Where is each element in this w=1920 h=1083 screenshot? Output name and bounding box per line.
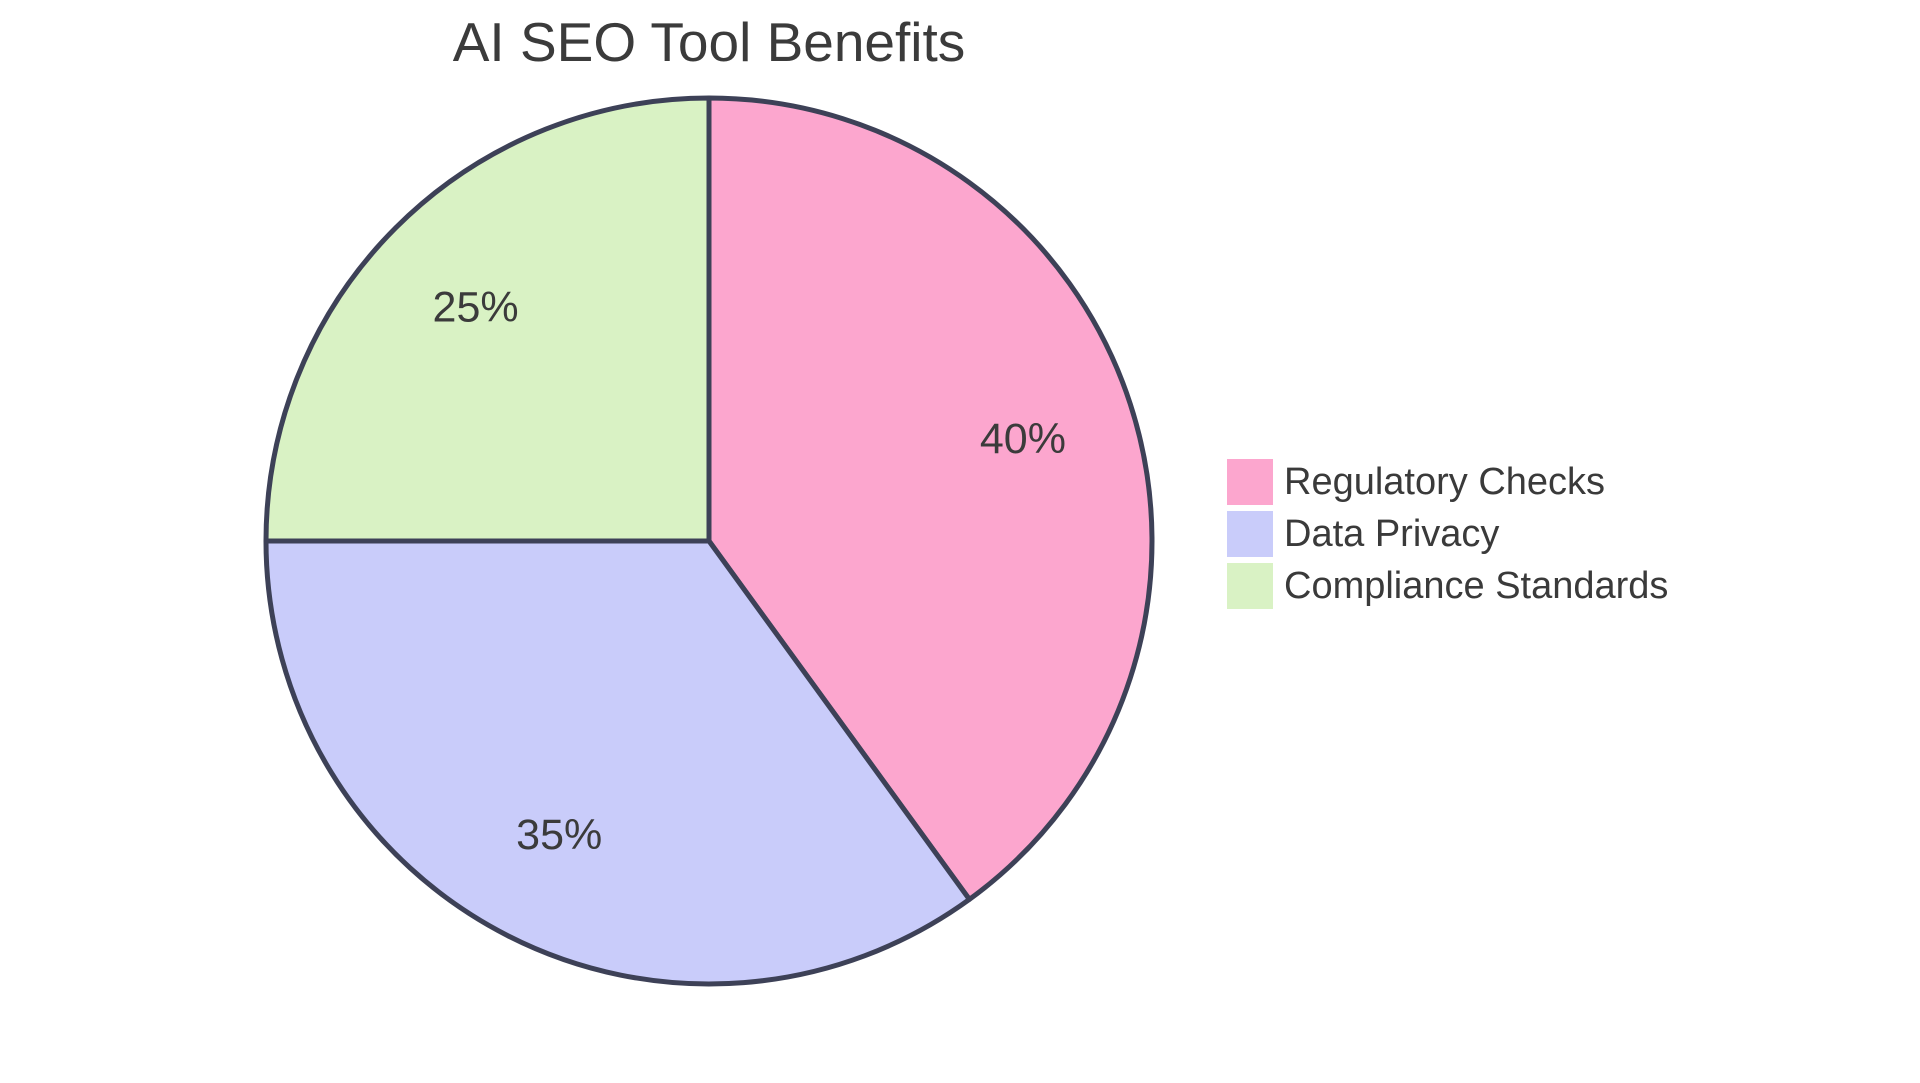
pie-slice-percent-label: 40% xyxy=(980,415,1066,463)
legend-swatch-data-privacy xyxy=(1227,511,1273,557)
legend-label: Regulatory Checks xyxy=(1284,461,1606,503)
legend-item-compliance-standards: Compliance Standards xyxy=(1227,563,1668,609)
legend: Regulatory Checks Data Privacy Complianc… xyxy=(1227,459,1668,609)
pie-slice-compliance-standards xyxy=(263,95,712,544)
legend-label: Data Privacy xyxy=(1284,513,1500,555)
pie-slice-percent-label: 25% xyxy=(433,284,519,332)
legend-label: Compliance Standards xyxy=(1284,565,1669,607)
legend-item-data-privacy: Data Privacy xyxy=(1227,511,1668,557)
legend-swatch-compliance-standards xyxy=(1227,563,1273,609)
pie-chart: 40% 35% 25% xyxy=(263,95,1155,987)
legend-swatch-regulatory-checks xyxy=(1227,459,1273,505)
pie-slice-percent-label: 35% xyxy=(516,811,602,859)
pie-slice-regulatory-checks xyxy=(706,95,1155,902)
legend-item-regulatory-checks: Regulatory Checks xyxy=(1227,459,1668,505)
chart-title: AI SEO Tool Benefits xyxy=(452,11,966,73)
pie-slice-data-privacy xyxy=(263,538,972,987)
